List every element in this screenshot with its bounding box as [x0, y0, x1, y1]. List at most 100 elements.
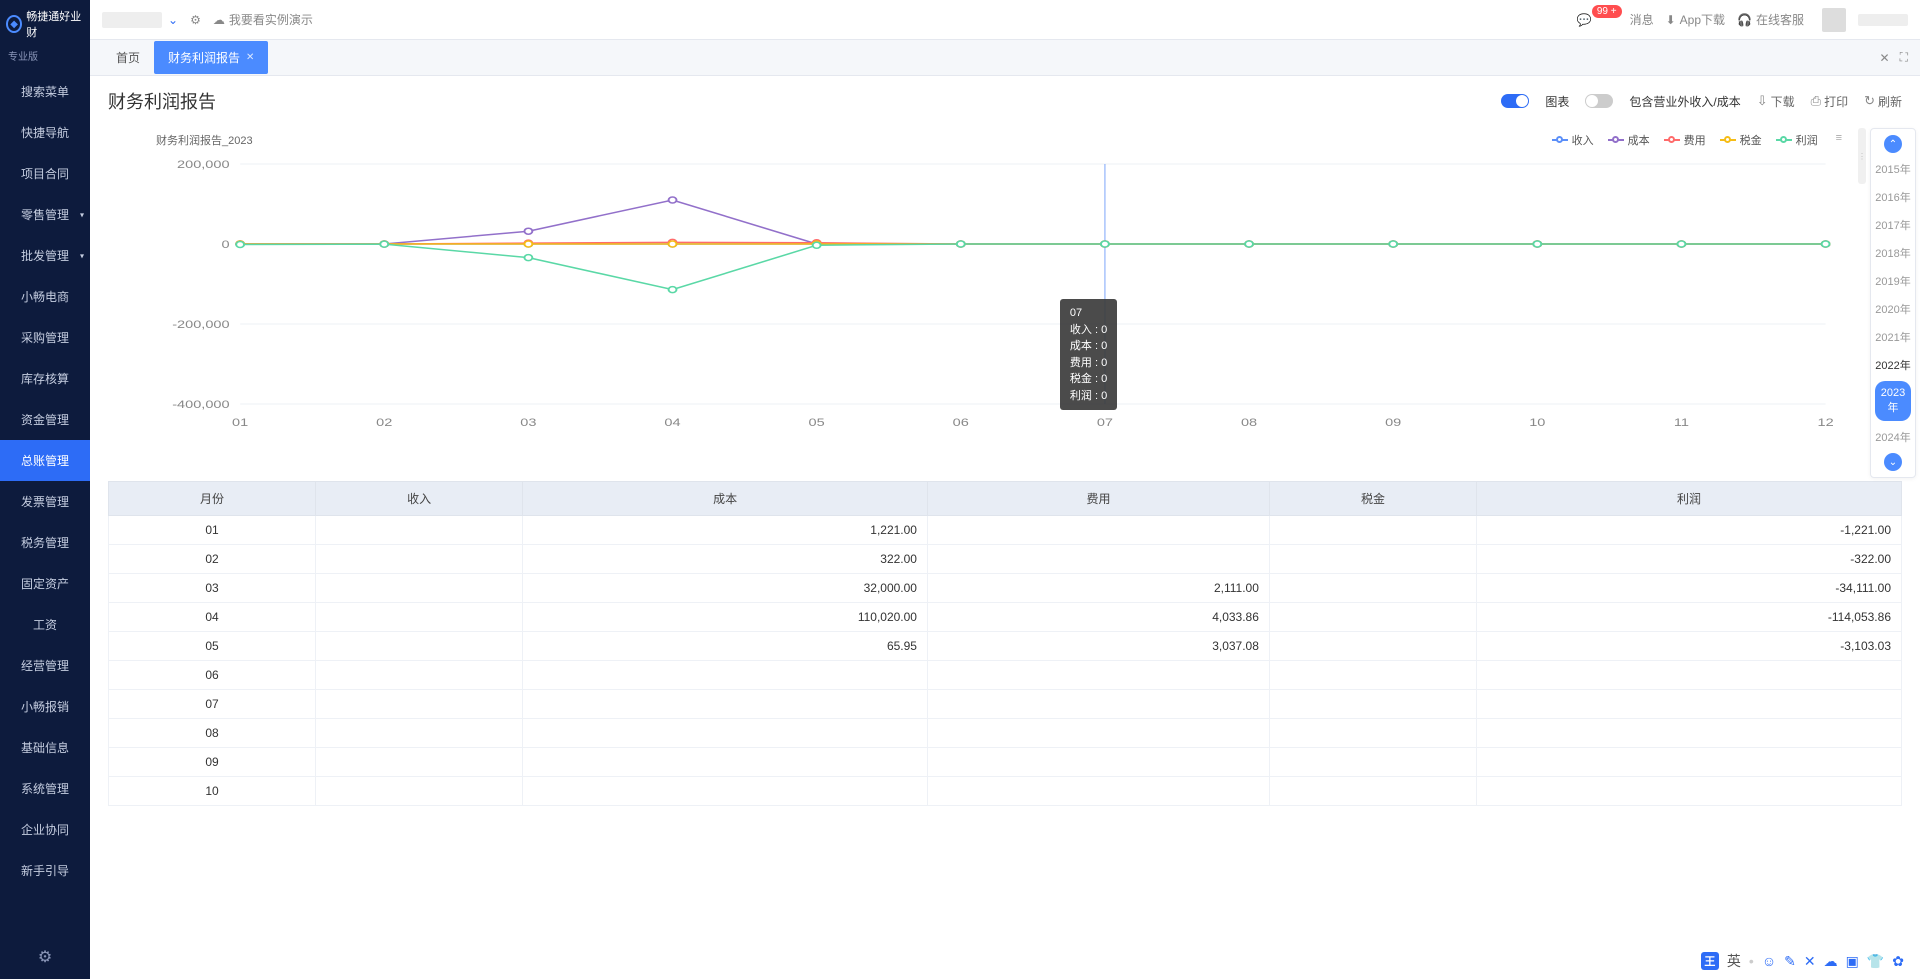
sidebar-item-17[interactable]: 系统管理	[0, 768, 90, 809]
table-cell	[316, 545, 523, 574]
ime-tool-icon[interactable]: ▣	[1846, 953, 1859, 970]
tab-financial-report[interactable]: 财务利润报告 ✕	[154, 41, 268, 74]
legend-item[interactable]: 税金	[1720, 132, 1762, 148]
table-row: 09	[109, 748, 1902, 777]
print-icon: ⎙	[1811, 93, 1821, 109]
table-row: 0332,000.002,111.00-34,111.00	[109, 574, 1902, 603]
username-placeholder	[1858, 14, 1908, 26]
download-button[interactable]: ⇩下载	[1757, 93, 1795, 110]
sidebar-item-16[interactable]: 基础信息	[0, 727, 90, 768]
year-option[interactable]: 2019年	[1871, 267, 1915, 295]
sidebar-item-3[interactable]: 零售管理	[0, 194, 90, 235]
sidebar-item-2[interactable]: 项目合同	[0, 153, 90, 194]
sidebar-item-7[interactable]: 库存核算	[0, 358, 90, 399]
service-button[interactable]: 🎧 在线客服	[1737, 11, 1804, 28]
sidebar-item-0[interactable]: 搜索菜单	[0, 71, 90, 112]
table-cell	[316, 574, 523, 603]
refresh-button[interactable]: ↻刷新	[1864, 93, 1902, 110]
demo-link[interactable]: ☁ 我要看实例演示	[213, 11, 313, 28]
sidebar-item-19[interactable]: 新手引导	[0, 850, 90, 891]
legend-item[interactable]: 收入	[1552, 132, 1594, 148]
org-selector[interactable]: ⌄	[102, 12, 178, 28]
print-button[interactable]: ⎙打印	[1811, 93, 1848, 110]
ime-tool-icon[interactable]: ☁	[1824, 953, 1838, 970]
ime-tool-icon[interactable]: ✎	[1784, 953, 1796, 970]
sidebar-item-5[interactable]: 小畅电商	[0, 276, 90, 317]
ime-tool-icon[interactable]: 👕	[1867, 953, 1884, 970]
sidebar-item-10[interactable]: 发票管理	[0, 481, 90, 522]
tab-home[interactable]: 首页	[102, 41, 154, 74]
close-icon[interactable]: ✕	[246, 52, 254, 63]
legend-menu-icon[interactable]: ≡	[1836, 132, 1842, 148]
avatar[interactable]	[1822, 8, 1846, 32]
line-chart[interactable]: 200,0000-200,000-400,0000102030405060708…	[108, 154, 1852, 434]
sidebar-item-1[interactable]: 快捷导航	[0, 112, 90, 153]
year-scroll-up[interactable]: ⌃	[1884, 135, 1902, 153]
brand-icon: ◆	[6, 15, 22, 33]
year-option[interactable]: 2017年	[1871, 211, 1915, 239]
svg-text:200,000: 200,000	[177, 158, 229, 171]
year-option[interactable]: 2020年	[1871, 295, 1915, 323]
sidebar-item-18[interactable]: 企业协同	[0, 809, 90, 850]
header-settings-icon[interactable]: ⚙	[190, 13, 201, 27]
sidebar-item-12[interactable]: 固定资产	[0, 563, 90, 604]
table-cell: 05	[109, 632, 316, 661]
year-option[interactable]: 2022年	[1871, 351, 1915, 379]
sidebar-item-6[interactable]: 采购管理	[0, 317, 90, 358]
toggle-extra-income[interactable]	[1585, 94, 1613, 108]
panel-collapse-handle[interactable]: ⋮	[1858, 128, 1866, 184]
headset-icon: 🎧	[1737, 13, 1752, 27]
messages-button[interactable]: 💬 99 + 消息	[1577, 11, 1654, 28]
ime-tool-icon[interactable]: ✕	[1804, 953, 1816, 970]
year-option[interactable]: 2018年	[1871, 239, 1915, 267]
svg-text:0: 0	[221, 238, 229, 251]
legend-item[interactable]: 费用	[1664, 132, 1706, 148]
year-option[interactable]: 2015年	[1871, 155, 1915, 183]
sidebar-item-4[interactable]: 批发管理	[0, 235, 90, 276]
ime-tool-icon[interactable]: ✿	[1892, 953, 1904, 970]
settings-gear-icon[interactable]: ⚙	[0, 935, 90, 979]
table-cell	[1269, 545, 1476, 574]
ime-tool-icon[interactable]: ☺	[1762, 953, 1776, 969]
sidebar-item-8[interactable]: 资金管理	[0, 399, 90, 440]
refresh-icon: ↻	[1864, 93, 1875, 109]
close-all-tabs-icon[interactable]: ✕	[1880, 51, 1890, 65]
year-scroll-down[interactable]: ⌄	[1884, 453, 1902, 471]
ime-lang[interactable]: 英	[1727, 951, 1741, 971]
ime-engine-icon[interactable]: 王	[1701, 952, 1719, 970]
download-button[interactable]: ⬇ App下载	[1666, 11, 1725, 28]
legend-item[interactable]: 成本	[1608, 132, 1650, 148]
table-cell	[1269, 690, 1476, 719]
toggle-chart[interactable]	[1501, 94, 1529, 108]
year-option[interactable]: 2021年	[1871, 323, 1915, 351]
year-option[interactable]: 2023年	[1875, 381, 1911, 421]
year-option[interactable]: 2016年	[1871, 183, 1915, 211]
fullscreen-icon[interactable]: ⛶	[1900, 50, 1908, 65]
table-cell	[1477, 690, 1902, 719]
chat-icon: 💬	[1577, 13, 1592, 27]
table-cell	[523, 748, 928, 777]
svg-text:10: 10	[1529, 416, 1545, 429]
table-cell	[316, 632, 523, 661]
message-badge: 99 +	[1592, 5, 1622, 18]
year-option[interactable]: 2024年	[1871, 423, 1915, 451]
table-cell: 06	[109, 661, 316, 690]
cloud-icon: ☁	[213, 13, 225, 27]
svg-text:11: 11	[1674, 416, 1689, 429]
sidebar-item-13[interactable]: 工资	[0, 604, 90, 645]
table-cell	[1269, 748, 1476, 777]
sidebar-item-15[interactable]: 小畅报销	[0, 686, 90, 727]
table-cell	[1269, 516, 1476, 545]
table-cell: 02	[109, 545, 316, 574]
legend-item[interactable]: 利润	[1776, 132, 1818, 148]
sidebar-item-11[interactable]: 税务管理	[0, 522, 90, 563]
table-cell	[1269, 719, 1476, 748]
table-cell	[316, 661, 523, 690]
table-row: 10	[109, 777, 1902, 806]
table-header: 费用	[927, 482, 1269, 516]
table-cell	[1477, 748, 1902, 777]
sidebar-item-9[interactable]: 总账管理	[0, 440, 90, 481]
table-header: 收入	[316, 482, 523, 516]
table-header: 利润	[1477, 482, 1902, 516]
sidebar-item-14[interactable]: 经营管理	[0, 645, 90, 686]
